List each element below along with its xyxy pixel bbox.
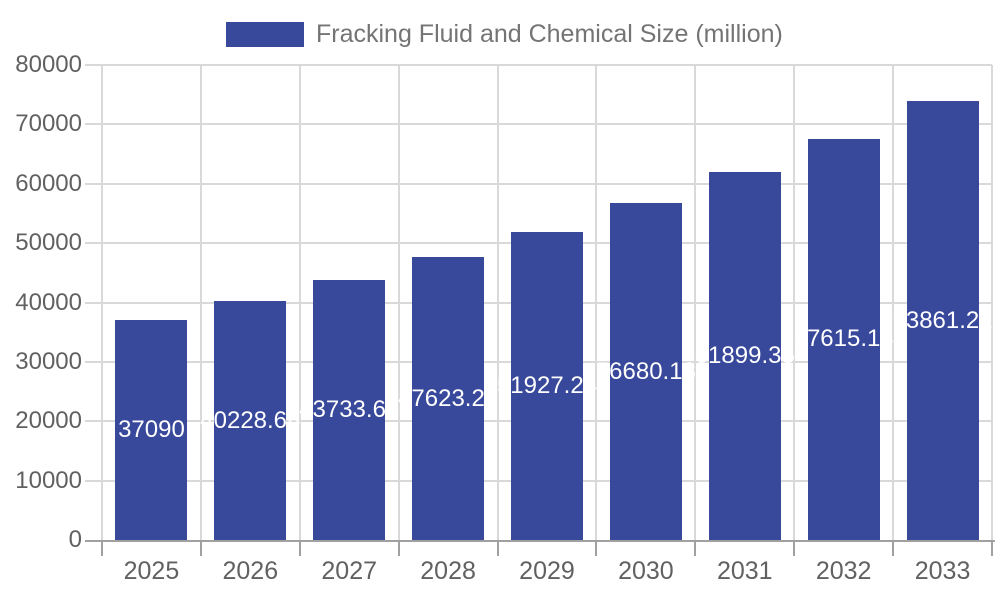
bar-value-label: 56680.13 (595, 357, 696, 385)
y-axis-tick-label: 40000 (15, 288, 82, 316)
x-axis-tick-label: 2028 (420, 557, 476, 585)
gridline-vertical (892, 65, 895, 540)
x-axis-tick (793, 540, 796, 556)
x-axis-tick-label: 2026 (222, 557, 279, 585)
x-axis-tick (595, 540, 598, 556)
gridline-vertical (595, 65, 598, 540)
bar-value-label: 51927.24 (496, 371, 598, 399)
x-axis-tick (991, 540, 993, 556)
x-axis-tick (892, 540, 895, 556)
gridline-vertical (694, 65, 697, 540)
bar-value-label: 73861.21 (892, 306, 993, 334)
y-axis-tick-label: 10000 (15, 466, 82, 494)
bar-2030[interactable] (609, 203, 682, 540)
gridline-vertical (397, 65, 400, 540)
x-axis-line (85, 540, 995, 542)
bar-2033[interactable] (906, 101, 979, 540)
x-axis-tick (298, 540, 301, 556)
y-axis-tick-label: 30000 (15, 347, 82, 375)
bar-value-label: 37090 (118, 415, 185, 443)
gridline-vertical (298, 65, 301, 540)
gridline-horizontal (85, 123, 992, 126)
bar-2027[interactable] (313, 280, 386, 540)
x-axis-tick (694, 540, 697, 556)
y-axis-tick-label: 70000 (15, 110, 82, 138)
chart-legend[interactable]: Fracking Fluid and Chemical Size (millio… (0, 19, 1000, 49)
bar-value-label: 43733.66 (299, 396, 400, 424)
x-axis-tick (101, 540, 103, 556)
y-axis-tick-label: 50000 (15, 229, 82, 257)
y-axis-tick-label: 0 (68, 526, 82, 553)
bar-value-label: 40228.68 (200, 406, 301, 434)
x-axis-tick-label: 2032 (815, 557, 872, 585)
x-axis-tick-label: 2033 (914, 557, 971, 585)
legend-label: Fracking Fluid and Chemical Size (millio… (316, 20, 783, 48)
gridline-horizontal (85, 64, 992, 66)
legend-swatch-icon (226, 22, 304, 47)
bar-value-label: 61899.35 (694, 342, 795, 370)
x-axis-tick-label: 2029 (519, 557, 575, 585)
gridline-vertical (793, 65, 796, 540)
x-axis-tick (496, 540, 499, 556)
x-axis-tick-label: 2025 (123, 557, 180, 585)
gridline-vertical (496, 65, 499, 540)
gridline-vertical (199, 65, 202, 540)
x-axis-tick-label: 2027 (321, 557, 378, 585)
x-axis-tick (397, 540, 400, 556)
bar-2026[interactable] (214, 301, 287, 540)
bar-2031[interactable] (708, 172, 781, 540)
bar-value-label: 67615.14 (793, 325, 894, 353)
x-axis-tick-label: 2031 (716, 557, 773, 585)
gridline-horizontal (85, 182, 992, 185)
bar-2028[interactable] (412, 257, 485, 540)
gridline-vertical (991, 65, 993, 540)
x-axis-tick (199, 540, 202, 556)
x-axis-tick-label: 2030 (618, 557, 674, 585)
y-axis-tick-label: 60000 (15, 169, 82, 197)
y-axis-tick-label: 80000 (15, 51, 82, 78)
bar-2025[interactable] (115, 319, 188, 540)
bar-value-label: 47623.25 (398, 384, 499, 412)
bar-2029[interactable] (511, 231, 583, 540)
y-axis-tick-label: 20000 (15, 407, 82, 435)
bar-2032[interactable] (807, 138, 880, 540)
gridline-vertical (101, 65, 103, 540)
